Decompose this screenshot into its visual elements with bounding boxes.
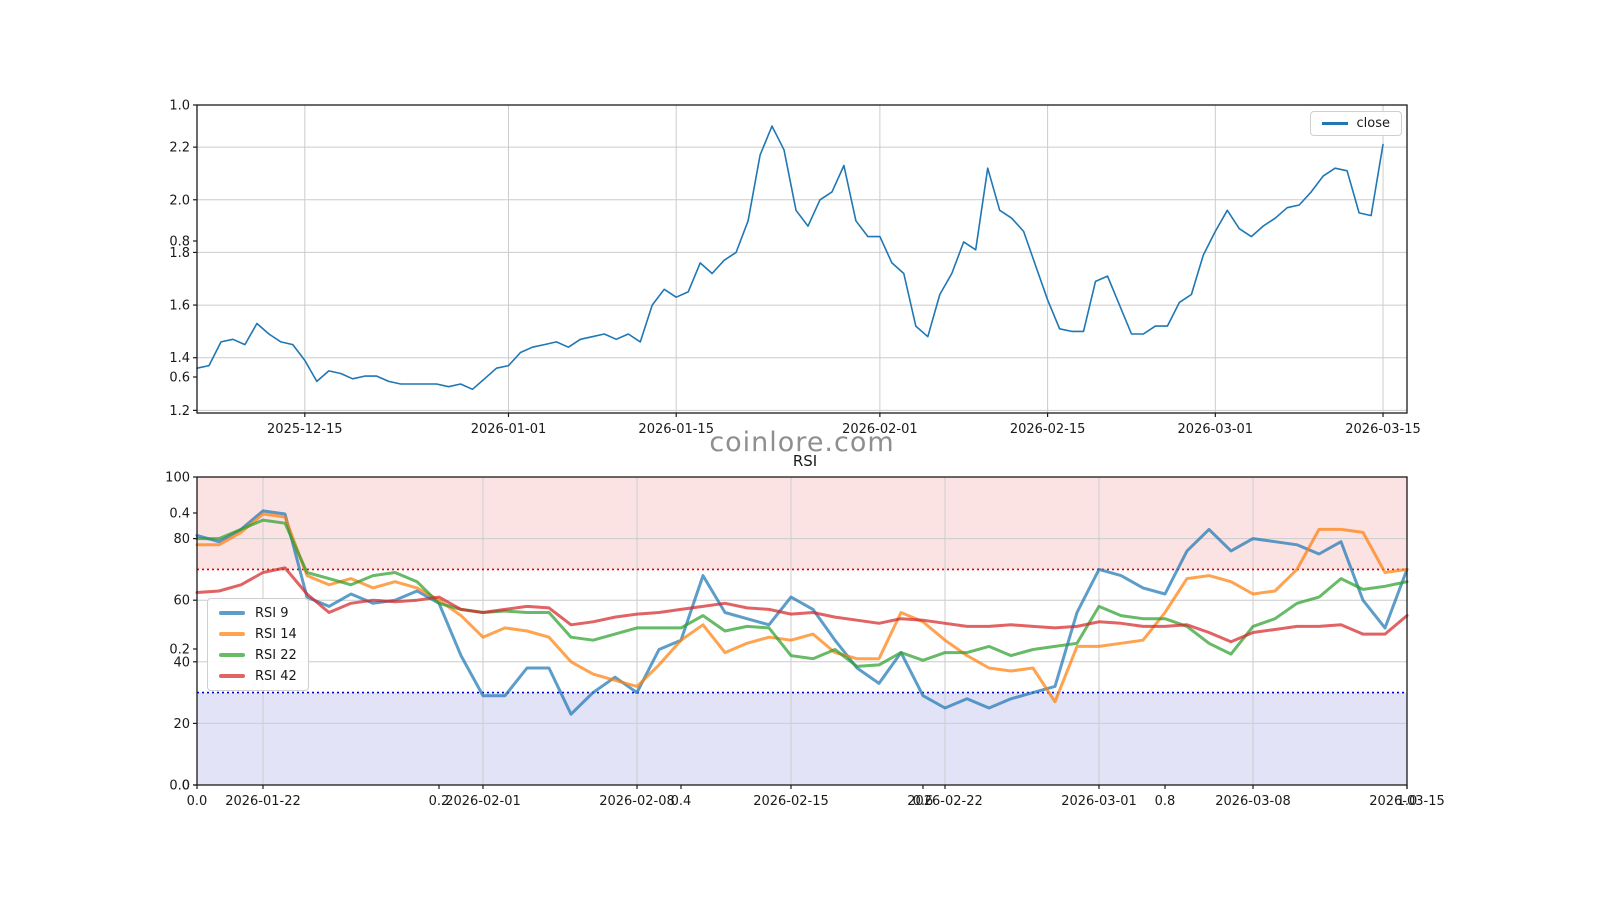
x-tick-label: 2025-12-15	[267, 422, 343, 437]
rsi-chart: 0 20 40 60 80 100 2026-01-22 2026-02-01 2026-02-…	[165, 471, 1445, 810]
y-tick-label: 80	[173, 532, 190, 547]
overlay-y-tick-label: 0.6	[169, 371, 190, 386]
x-tick-label: 2026-02-01	[445, 794, 521, 809]
x-tick-label: 2026-01-22	[225, 794, 301, 809]
overlay-x-tick-label: 0.4	[671, 794, 692, 809]
axes-frame	[196, 104, 1408, 414]
x-tick-label: 2026-02-15	[1010, 422, 1086, 437]
overlay-x-tick-label: 0.2	[429, 794, 450, 809]
x-tick-label: 2026-02-01	[842, 422, 918, 437]
y-tick-label: 1.4	[169, 351, 190, 366]
watermark: coinlore.com	[709, 427, 895, 458]
x-tick-label: 2026-03-15	[1369, 794, 1445, 809]
y-tick-label: 2.2	[169, 141, 190, 156]
oversold-band	[197, 692, 1407, 785]
overlay-y-tick-label: 0.4	[169, 507, 190, 522]
rsi-legend-label: RSI 42	[255, 668, 297, 684]
y-tick-label: 1.6	[169, 299, 190, 314]
rsi-legend-label: RSI 9	[255, 605, 289, 621]
overlay-y-tick-label: 0.8	[169, 235, 190, 250]
y-tick-label: 0	[182, 779, 190, 794]
rsi22-line-swatch	[219, 653, 245, 657]
overlay-x-tick-label: 0.8	[1155, 794, 1176, 809]
series-rsi-22	[195, 518, 1409, 668]
series-rsi-14	[195, 512, 1409, 704]
series-rsi-42	[195, 566, 1409, 644]
price-legend-label: close	[1356, 116, 1390, 131]
x-tick-label: 2026-03-01	[1178, 422, 1254, 437]
y-tick-label: 1.2	[169, 404, 190, 419]
x-tick-label: 2026-02-22	[907, 794, 983, 809]
rsi14-line-swatch	[219, 632, 245, 636]
rsi-legend: RSI 9 RSI 14 RSI 22 RSI 42	[207, 598, 309, 691]
overlay-axis: 0.0 0.2 0.4 0.6 0.8 1.0 0.0 0.2 0.4 0.6 0.8 1.0	[169, 99, 1417, 810]
overlay-y-tick-label: 0.0	[169, 779, 190, 794]
rsi-legend-item: RSI 42	[219, 668, 297, 684]
rsi-legend-item: RSI 9	[219, 605, 297, 621]
overlay-y-tick-label: 0.2	[169, 643, 190, 658]
y-tick-label: 2.0	[169, 193, 190, 208]
x-tick-label: 2026-03-15	[1345, 422, 1421, 437]
axes-frame	[196, 476, 1408, 786]
x-tick-label: 2026-01-15	[638, 422, 714, 437]
rsi42-line-swatch	[219, 674, 245, 678]
y-tick-label: 1.8	[169, 246, 190, 261]
rsi-legend-label: RSI 14	[255, 626, 297, 642]
overlay-x-tick-label: 0.6	[913, 794, 934, 809]
y-tick-label: 100	[165, 471, 190, 486]
y-tick-label: 40	[173, 655, 190, 670]
x-tick-label: 2026-01-01	[471, 422, 547, 437]
rsi-legend-item: RSI 22	[219, 647, 297, 663]
overbought-band	[197, 477, 1407, 570]
rsi9-line-swatch	[219, 611, 245, 615]
x-tick-label: 2026-03-01	[1061, 794, 1137, 809]
overlay-x-tick-label: 0.0	[187, 794, 208, 809]
x-tick-label: 2026-02-08	[599, 794, 675, 809]
price-chart: 1.2 1.4 1.6 1.8 2.0 2.2 2025-12-15 2026-01-01 20…	[169, 104, 1421, 437]
overlay-x-tick-label: 1.0	[1397, 794, 1418, 809]
x-tick-label: 2026-03-08	[1215, 794, 1291, 809]
x-tick-label: 2026-02-15	[753, 794, 829, 809]
rsi-legend-item: RSI 14	[219, 626, 297, 642]
y-tick-label: 60	[173, 594, 190, 609]
series-rsi-9	[195, 509, 1409, 716]
series-close	[196, 125, 1384, 391]
price-legend: close	[1309, 111, 1402, 136]
close-line-swatch	[1321, 122, 1348, 125]
overlay-y-tick-label: 1.0	[169, 99, 190, 114]
y-tick-label: 20	[173, 717, 190, 732]
rsi-chart-title: RSI	[792, 452, 818, 470]
rsi-legend-label: RSI 22	[255, 647, 297, 663]
